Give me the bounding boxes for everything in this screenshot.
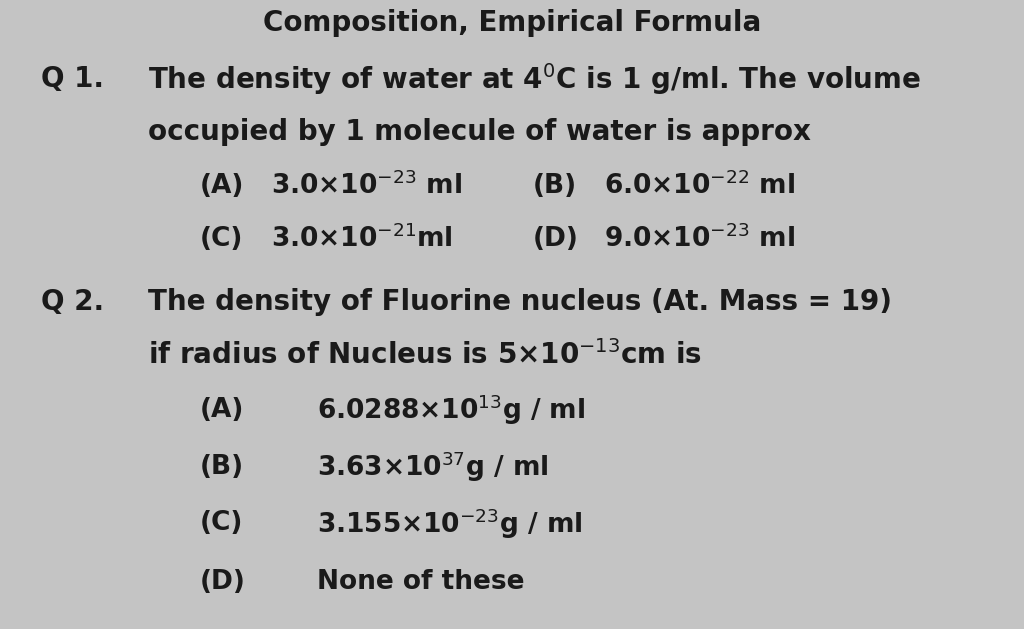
Text: 3.155×10$^{-23}$g / ml: 3.155×10$^{-23}$g / ml	[317, 506, 583, 540]
Text: if radius of Nucleus is 5×10$^{-13}$cm is: if radius of Nucleus is 5×10$^{-13}$cm i…	[148, 340, 702, 370]
Text: (C): (C)	[200, 510, 243, 537]
Text: (A): (A)	[200, 172, 244, 199]
Text: Composition, Empirical Formula: Composition, Empirical Formula	[263, 9, 761, 38]
Text: Q 1.: Q 1.	[41, 65, 104, 92]
Text: The density of Fluorine nucleus (At. Mass = 19): The density of Fluorine nucleus (At. Mas…	[148, 288, 893, 316]
Text: (B): (B)	[200, 454, 244, 480]
Text: (D): (D)	[532, 226, 579, 252]
Text: The density of water at 4$^0$C is 1 g/ml. The volume: The density of water at 4$^0$C is 1 g/ml…	[148, 60, 922, 97]
Text: 6.0×10$^{-22}$ ml: 6.0×10$^{-22}$ ml	[604, 171, 796, 200]
Text: 3.0×10$^{-23}$ ml: 3.0×10$^{-23}$ ml	[271, 171, 463, 200]
Text: occupied by 1 molecule of water is approx: occupied by 1 molecule of water is appro…	[148, 118, 811, 146]
Text: (B): (B)	[532, 172, 577, 199]
Text: 3.0×10$^{-21}$ml: 3.0×10$^{-21}$ml	[271, 225, 454, 253]
Text: 9.0×10$^{-23}$ ml: 9.0×10$^{-23}$ ml	[604, 225, 796, 253]
Text: Q 2.: Q 2.	[41, 288, 104, 316]
Text: (D): (D)	[200, 569, 246, 595]
Text: None of these: None of these	[317, 569, 525, 595]
Text: (C): (C)	[200, 226, 243, 252]
Text: (A): (A)	[200, 397, 244, 423]
Text: 3.63×10$^{37}$g / ml: 3.63×10$^{37}$g / ml	[317, 450, 549, 484]
Text: 6.0288×10$^{13}$g / ml: 6.0288×10$^{13}$g / ml	[317, 393, 586, 427]
